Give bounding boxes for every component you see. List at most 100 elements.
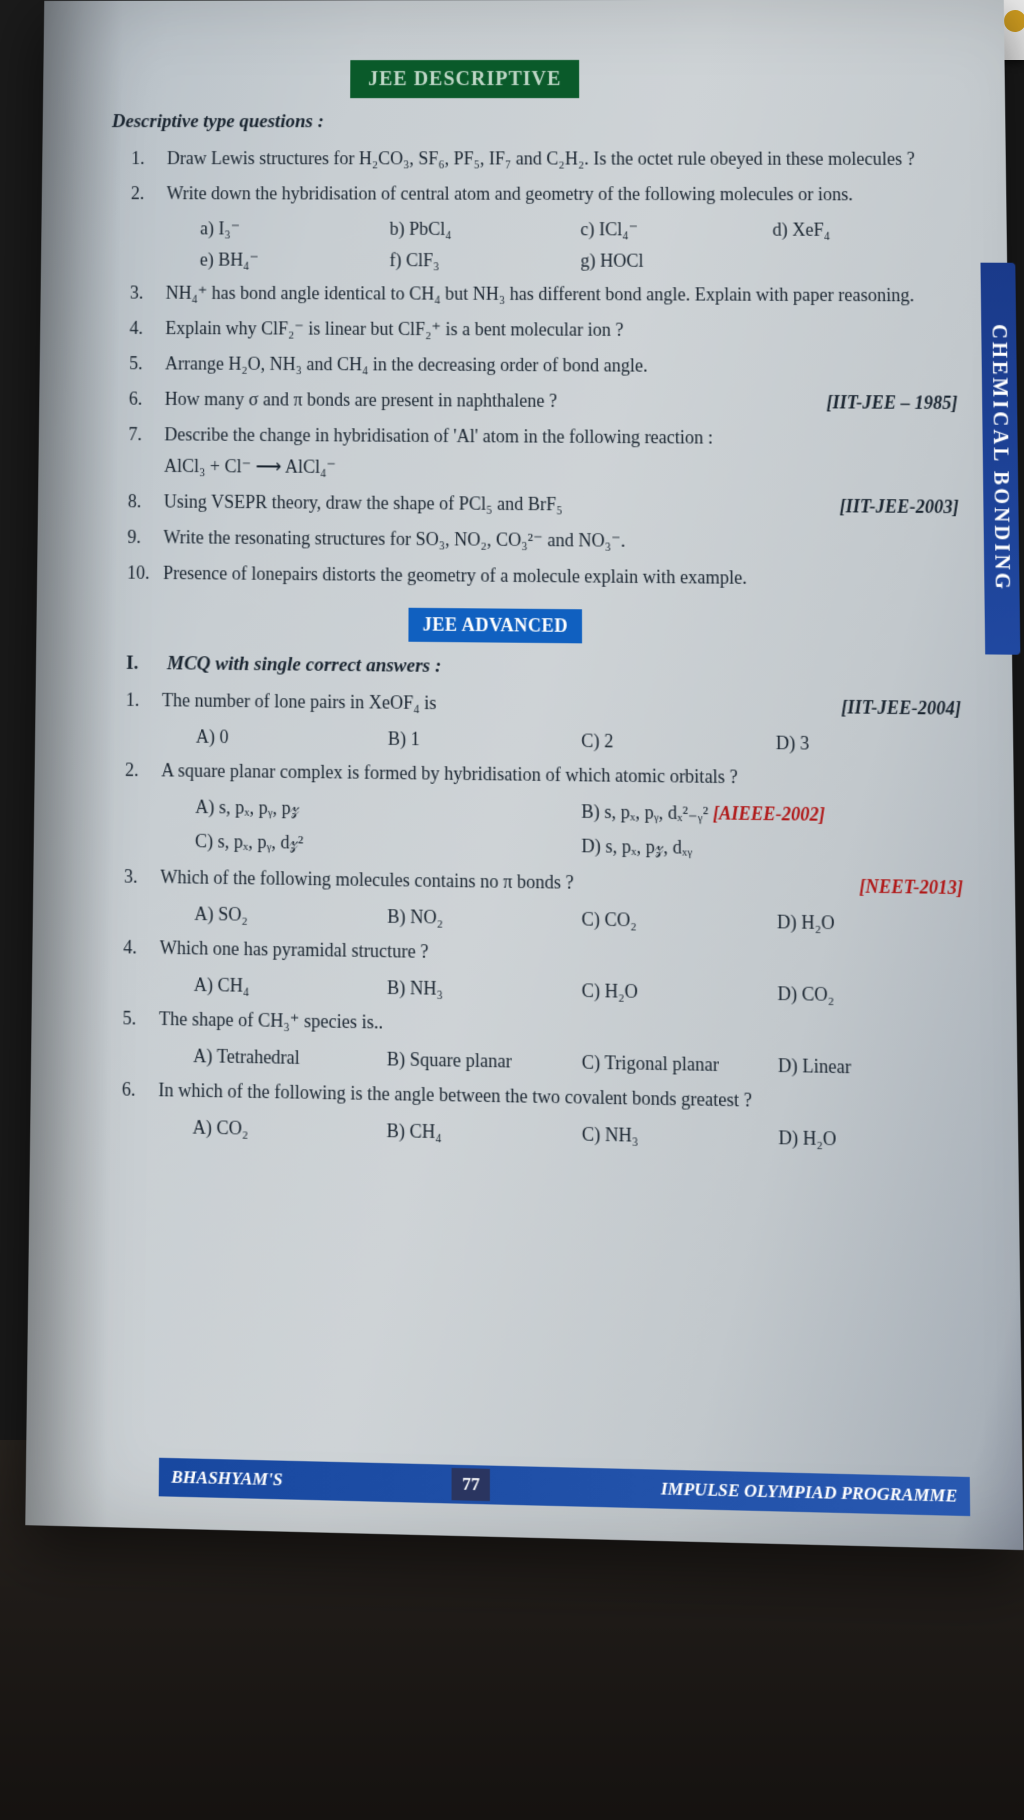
option: b) PbCl₄ — [390, 215, 571, 243]
option: d) XeF₄ — [772, 216, 955, 244]
mcq-option: B) NO₂ — [387, 903, 571, 934]
mcq-number: 5. — [122, 1004, 159, 1033]
mcq-options: A) Tetrahedral B) Square planar C) Trigona… — [163, 1042, 966, 1084]
mcq-option: C) Trigonal planar — [582, 1049, 768, 1081]
footer-programme: IMPULSE OLYMPIAD PROGRAMME — [661, 1475, 958, 1510]
descriptive-questions: 1.Draw Lewis structures for H₂CO₃, SF₆, … — [167, 145, 960, 594]
exam-tag: [NEET-2013] — [859, 873, 963, 903]
exam-tag: [IIT-JEE-2003] — [839, 492, 959, 521]
mcq-option: C) 2 — [581, 727, 765, 757]
mcq-options: A) SO₂B) NO₂C) CO₂D) H₂O — [164, 900, 964, 940]
mcq-section-title: I. MCQ with single correct answers : — [126, 649, 961, 687]
question-number: 3. — [130, 279, 166, 306]
descriptive-section-title: Descriptive type questions : — [112, 108, 955, 137]
mcq-row: 2.A square planar complex is formed by h… — [165, 757, 962, 794]
question-number: 2. — [131, 180, 167, 207]
mcq-option: C) s, pₓ, pᵧ, d𝓏² — [195, 828, 571, 861]
mcq-option: B) s, pₓ, pᵧ, dₓ²₋ᵧ² [AIEEE-2002] — [581, 798, 962, 831]
mcq-option: A) Tetrahedral — [193, 1042, 377, 1073]
question-text: Write the resonating structures for SO₃,… — [163, 523, 959, 557]
exam-tag: [AIEEE-2002] — [713, 803, 825, 825]
mcq-option: D) 3 — [776, 729, 962, 759]
mcq-text: In which of the following is the angle b… — [158, 1076, 965, 1119]
question-text: Arrange H₂O, NH₃ and CH₄ in the decreasi… — [165, 350, 957, 381]
option: e) BH₄⁻ — [200, 246, 380, 274]
question-number: 6. — [129, 385, 165, 413]
question-text: [IIT-JEE – 1985]How many σ and π bonds a… — [165, 385, 958, 417]
question-text: Describe the change in hybridisation of … — [164, 421, 959, 485]
textbook-page: CHEMICAL BONDING JEE DESCRIPTIVE Descrip… — [25, 0, 1023, 1550]
page-footer: BHASHYAM'S 77 IMPULSE OLYMPIAD PROGRAMME — [159, 1458, 970, 1516]
question-number: 1. — [131, 145, 167, 172]
mcq-option: B) 1 — [388, 725, 571, 755]
exam-tag: [IIT-JEE-2004] — [841, 694, 961, 723]
mcq-text: Which one has pyramidal structure ? — [160, 934, 965, 974]
mcq-option: A) SO₂ — [194, 900, 377, 931]
sub-options: a) I₃⁻b) PbCl₄c) ICl₄⁻d) XeF₄e) BH₄⁻f) C… — [170, 215, 956, 276]
question-row: 5.Arrange H₂O, NH₃ and CH₄ in the decrea… — [169, 350, 957, 381]
question-row: 7.Describe the change in hybridisation o… — [168, 421, 959, 485]
question-text: NH₄⁺ has bond angle identical to CH₄ but… — [166, 279, 957, 309]
question-row: 2.Write down the hybridisation of centra… — [170, 180, 955, 208]
mcq-row: 6.In which of the following is the angle… — [162, 1076, 965, 1118]
mcq-option: C) NH₃ — [582, 1121, 768, 1153]
question-row: 3.NH₄⁺ has bond angle identical to CH₄ b… — [170, 279, 957, 309]
mcq-option: A) CO₂ — [192, 1114, 376, 1146]
mcq-text: A square planar complex is formed by hyb… — [161, 757, 962, 794]
mcq-row: 3.[NEET-2013]Which of the following mole… — [164, 863, 963, 902]
option: a) I₃⁻ — [200, 215, 380, 243]
jee-descriptive-badge: JEE DESCRIPTIVE — [350, 60, 579, 98]
question-text: Draw Lewis structures for H₂CO₃, SF₆, PF… — [167, 145, 955, 173]
mcq-row: 1.[IIT-JEE-2004]The number of lone pairs… — [166, 687, 961, 723]
footer-page-number: 77 — [452, 1468, 490, 1501]
mcq-option: B) Square planar — [387, 1045, 572, 1077]
question-row: 8.[IIT-JEE-2003]Using VSEPR theory, draw… — [168, 488, 959, 521]
mcq-option: D) Linear — [778, 1052, 965, 1084]
mcq-title-text: MCQ with single correct answers : — [167, 652, 441, 676]
mcq-options: A) 0 B) 1 C) 2 D) 3 — [166, 723, 962, 760]
exam-tag: [IIT-JEE – 1985] — [826, 388, 958, 416]
mcq-number: 4. — [123, 934, 160, 963]
mcq-number: 3. — [124, 863, 161, 892]
mcq-number: 1. — [126, 686, 162, 714]
option: g) HOCl — [580, 247, 762, 275]
question-number: 4. — [129, 314, 165, 341]
question-row: 4.Explain why ClF₂⁻ is linear but ClF₂⁺ … — [169, 314, 957, 345]
mcq-option: D) H₂O — [778, 1124, 966, 1156]
question-row: 1.Draw Lewis structures for H₂CO₃, SF₆, … — [171, 145, 955, 173]
question-number: 10. — [127, 559, 163, 587]
mcq-number: 2. — [125, 756, 161, 784]
mcq-text: [NEET-2013]Which of the following molecu… — [160, 863, 963, 902]
mcq-roman: I. — [126, 649, 162, 679]
mcq-option: A) 0 — [196, 723, 378, 753]
chapter-side-tab: CHEMICAL BONDING — [980, 263, 1020, 655]
question-text: Presence of lonepairs distorts the geome… — [163, 559, 960, 593]
question-row: 9.Write the resonating structures for SO… — [167, 523, 959, 557]
mcq-option: D) H₂O — [777, 908, 964, 939]
question-row: 10.Presence of lonepairs distorts the ge… — [167, 559, 960, 593]
mcq-option: C) H₂O — [582, 977, 768, 1008]
footer-publisher: BHASHYAM'S — [171, 1464, 283, 1494]
mcq-options: A) CO₂ B) CH₄ C) NH₃ D) H₂O — [162, 1113, 966, 1156]
mcq-option: A) s, pₓ, pᵧ, p𝓏 — [195, 793, 571, 826]
question-number: 9. — [127, 523, 163, 551]
question-row: 6.[IIT-JEE – 1985]How many σ and π bonds… — [169, 385, 958, 417]
mcq-row: 5.The shape of CH₃⁺ species is.. — [163, 1005, 965, 1046]
question-text: Explain why ClF₂⁻ is linear but ClF₂⁺ is… — [165, 314, 957, 345]
mcq-text: The shape of CH₃⁺ species is.. — [159, 1005, 965, 1046]
mcq-option: A) CH₄ — [194, 971, 377, 1002]
mcq-row: 4.Which one has pyramidal structure ? — [164, 934, 964, 974]
question-text: Write down the hybridisation of central … — [166, 180, 955, 208]
remote-yellow-button — [1004, 10, 1024, 32]
question-text: [IIT-JEE-2003]Using VSEPR theory, draw t… — [164, 488, 959, 521]
mcq-number: 6. — [122, 1076, 159, 1105]
question-number: 8. — [128, 487, 164, 515]
mcq-option: B) CH₄ — [386, 1117, 571, 1149]
mcq-option: B) NH₃ — [387, 974, 571, 1005]
option — [773, 247, 957, 275]
mcq-option: D) s, pₓ, p𝓏, dₓᵧ — [581, 832, 962, 865]
option: f) ClF₃ — [389, 246, 570, 274]
question-number: 5. — [129, 350, 165, 377]
jee-advanced-badge: JEE ADVANCED — [408, 607, 582, 643]
mcq-questions: 1.[IIT-JEE-2004]The number of lone pairs… — [162, 687, 966, 1156]
